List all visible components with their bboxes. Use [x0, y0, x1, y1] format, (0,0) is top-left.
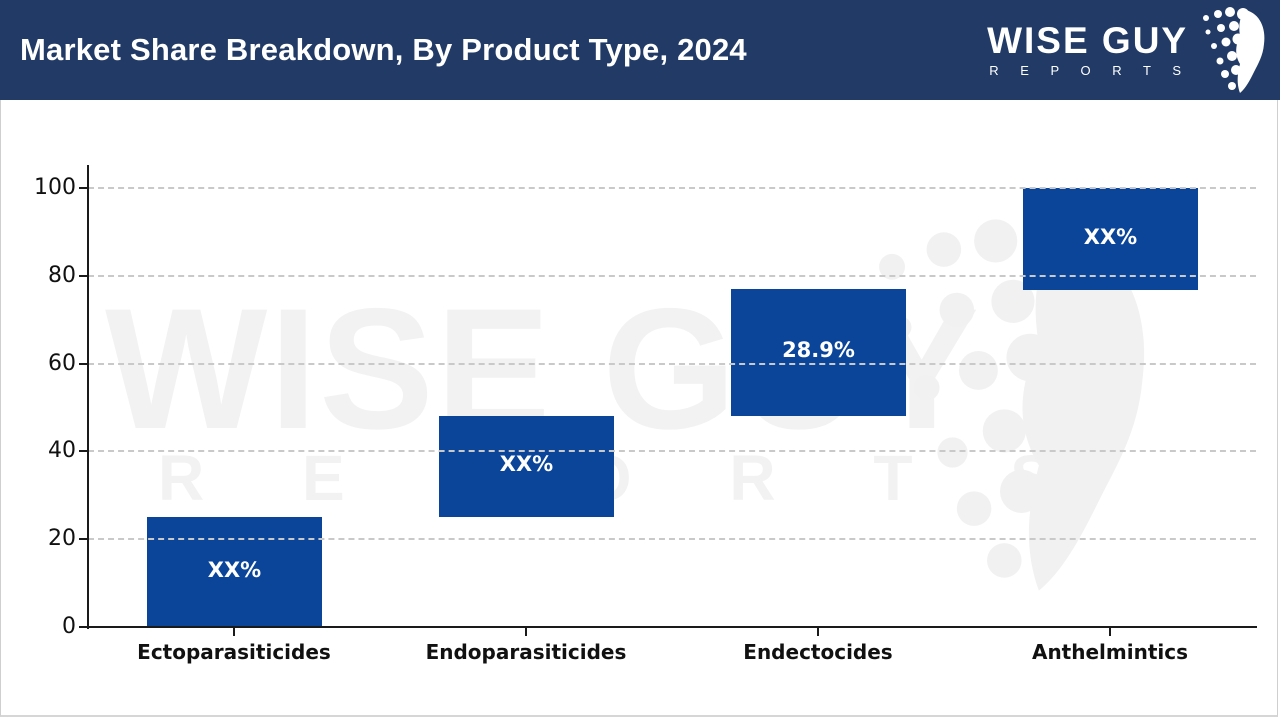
content-frame [0, 100, 1278, 717]
y-tick-60 [79, 362, 88, 365]
gridline-100 [88, 187, 1256, 189]
bar-Endoparasiticides: XX% [439, 416, 614, 517]
wise-guy-reports-logo: WISE GUY R E P O R T S [985, 6, 1280, 94]
y-tick-20 [79, 538, 88, 541]
y-tick-label-40: 40 [48, 438, 76, 464]
bar-value-label: XX% [499, 452, 554, 476]
bar-value-label: 28.9% [782, 338, 855, 362]
y-tick-80 [79, 274, 88, 277]
header-band: Market Share Breakdown, By Product Type,… [0, 0, 1280, 100]
x-tick-Endectocides [817, 627, 819, 636]
gridline-40 [88, 450, 1256, 453]
category-label-Ectoparasiticides: Ectoparasiticides [137, 640, 331, 664]
category-label-Endoparasiticides: Endoparasiticides [425, 640, 627, 664]
logo-wordmark: WISE GUY [987, 20, 1189, 61]
category-label-Endectocides: Endectocides [743, 640, 893, 664]
logo-text: WISE GUY R E P O R T S [985, 22, 1190, 78]
y-tick-label-100: 100 [34, 175, 76, 200]
y-tick-label-60: 60 [48, 350, 76, 376]
category-label-Anthelmintics: Anthelmintics [1031, 640, 1189, 664]
logo-subtitle: R E P O R T S [989, 63, 1190, 78]
bar-value-label: XX% [1083, 225, 1138, 249]
chart-title: Market Share Breakdown, By Product Type,… [20, 32, 747, 67]
y-tick-label-0: 0 [62, 614, 76, 639]
y-tick-label-80: 80 [48, 262, 76, 288]
gridline-20 [88, 538, 1256, 541]
y-tick-0 [79, 626, 88, 628]
y-tick-40 [79, 450, 88, 453]
dotted-face-icon [1203, 7, 1265, 93]
bar-Ectoparasiticides: XX% [147, 517, 322, 627]
bar-value-label: XX% [207, 558, 262, 582]
y-axis-line [87, 165, 89, 629]
bar-Endectocides: 28.9% [731, 289, 906, 416]
y-tick-100 [79, 187, 88, 189]
gridline-60 [88, 362, 1256, 365]
x-axis-line [87, 626, 1257, 628]
x-tick-Anthelmintics [1109, 627, 1111, 636]
x-tick-Ectoparasiticides [233, 627, 235, 636]
x-tick-Endoparasiticides [525, 627, 527, 636]
gridline-80 [88, 274, 1256, 277]
y-tick-label-20: 20 [48, 526, 76, 552]
